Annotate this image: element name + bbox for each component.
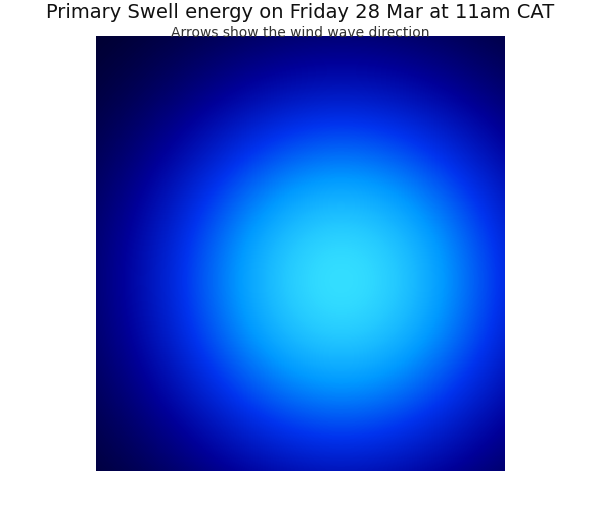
Text: Arrows show the wind wave direction: Arrows show the wind wave direction [171, 26, 430, 40]
Text: Primary Swell energy on Friday 28 Mar at 11am CAT: Primary Swell energy on Friday 28 Mar at… [46, 3, 555, 22]
